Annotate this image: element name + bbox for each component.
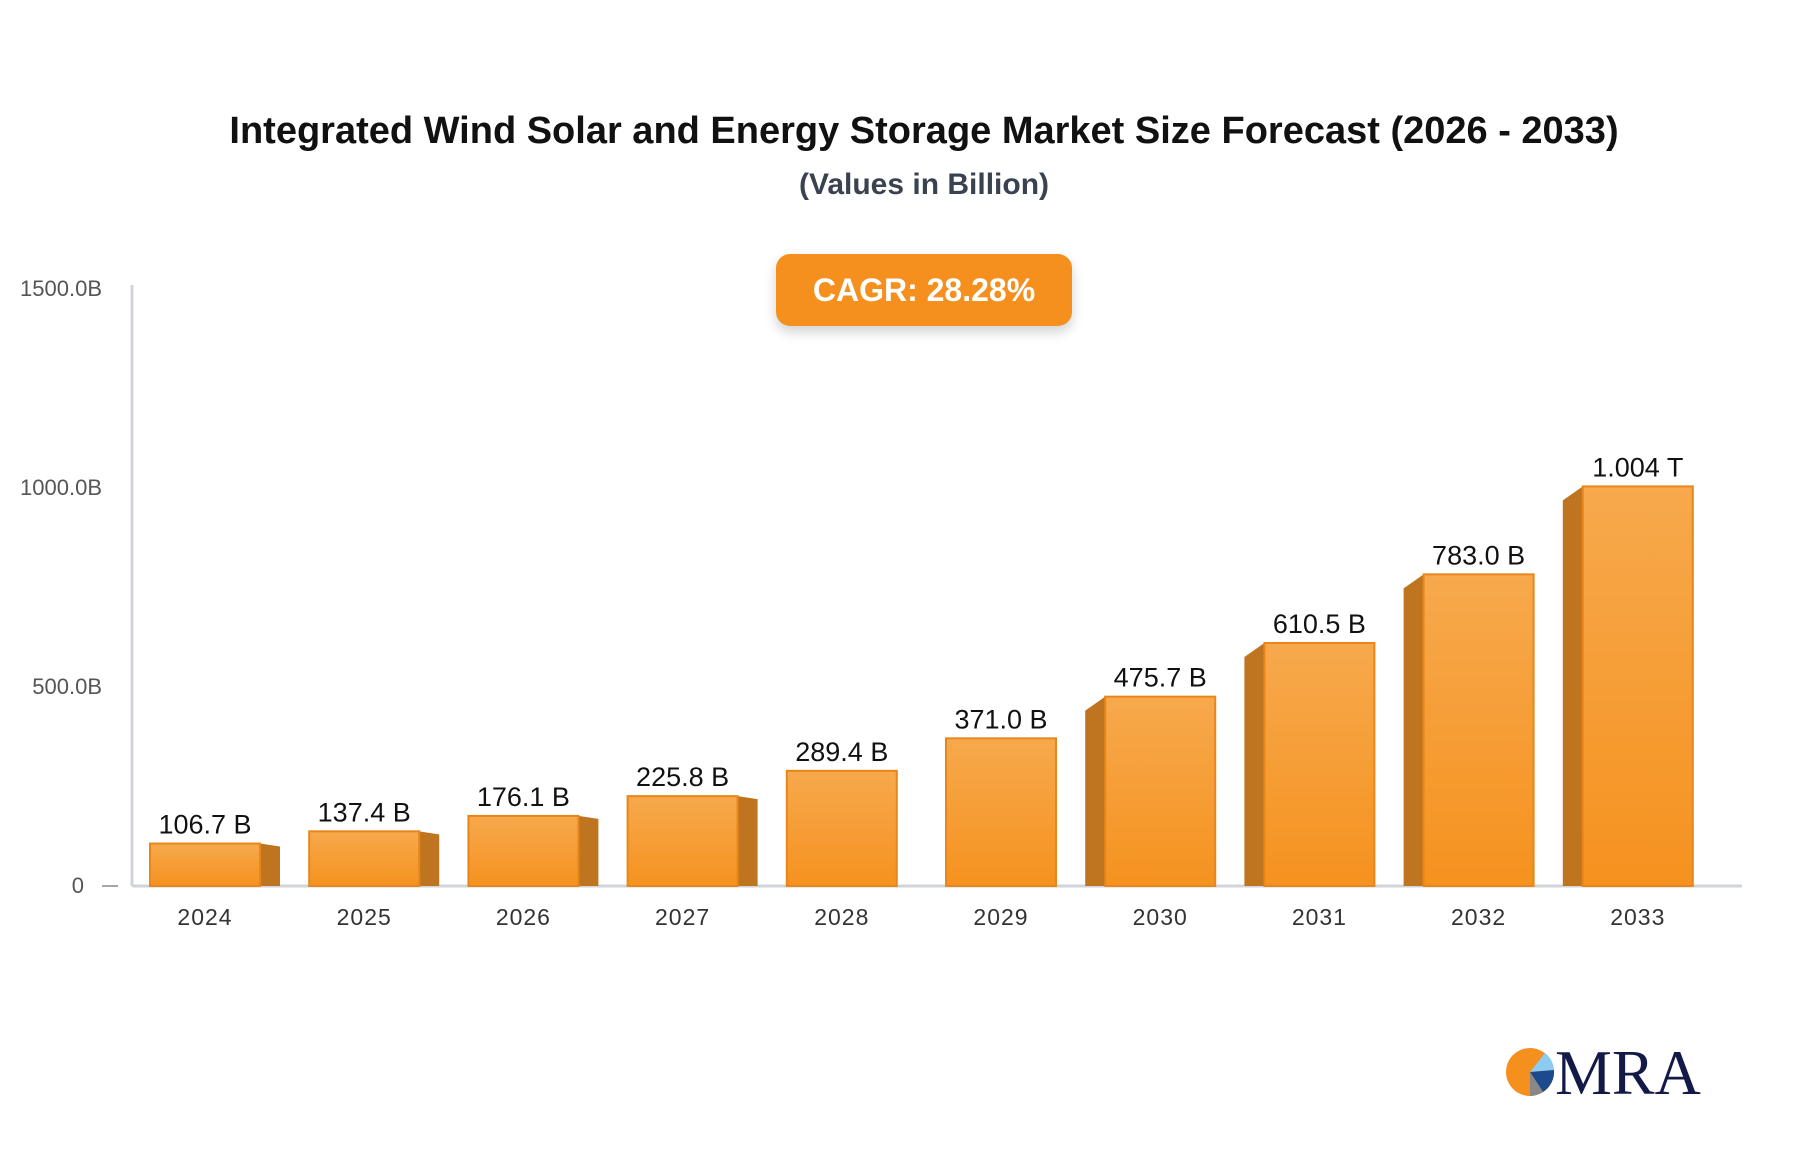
y-tick-label: 500.0B (32, 674, 102, 699)
x-tick-label: 2032 (1451, 904, 1506, 930)
bar (1581, 485, 1694, 887)
bar (1263, 642, 1376, 887)
bar-side (260, 843, 280, 886)
data-label: 106.7 B (158, 810, 251, 840)
data-label: 371.0 B (954, 704, 1047, 734)
x-tick-label: 2033 (1610, 904, 1665, 930)
logo-text: MRA (1555, 1040, 1701, 1100)
y-tick-label: 1000.0B (20, 475, 102, 500)
bar (1104, 695, 1217, 887)
data-label: 225.8 B (636, 762, 729, 792)
bar (785, 769, 898, 887)
bar-side (1403, 574, 1424, 886)
data-label: 475.7 B (1114, 663, 1207, 693)
x-tick-label: 2031 (1292, 904, 1347, 930)
data-label: 610.5 B (1273, 609, 1366, 639)
x-tick-label: 2029 (973, 904, 1028, 930)
bar-side (737, 796, 758, 886)
x-tick-label: 2030 (1133, 904, 1188, 930)
bar (626, 795, 739, 887)
y-tick-label: 0 (72, 873, 84, 898)
bar-side (1244, 643, 1265, 886)
data-label: 137.4 B (318, 797, 411, 827)
data-label: 289.4 B (795, 737, 888, 767)
x-tick-label: 2024 (177, 904, 232, 930)
data-label: 1.004 T (1592, 452, 1683, 482)
chart-subtitle: (Values in Billion) (798, 168, 1050, 201)
x-tick-label: 2026 (496, 904, 551, 930)
bar (467, 814, 580, 887)
data-label: 176.1 B (477, 782, 570, 812)
bar-side (1085, 696, 1106, 886)
data-label: 783.0 B (1432, 540, 1525, 570)
mra-logo: MRA (1506, 1040, 1701, 1100)
bar (945, 737, 1057, 887)
chart-title: Integrated Wind Solar and Energy Storage… (229, 110, 1619, 152)
x-tick-label: 2028 (814, 904, 869, 930)
bar (308, 830, 421, 888)
bar-side (578, 815, 599, 886)
bar (149, 842, 261, 887)
y-tick-label: 1500.0B (20, 276, 102, 301)
x-tick-label: 2027 (655, 904, 710, 930)
cagr-badge: CAGR: 28.28% (776, 254, 1072, 326)
bar (1422, 573, 1535, 888)
bar-side (1562, 486, 1583, 886)
bar-side (419, 831, 440, 886)
x-tick-label: 2025 (337, 904, 392, 930)
